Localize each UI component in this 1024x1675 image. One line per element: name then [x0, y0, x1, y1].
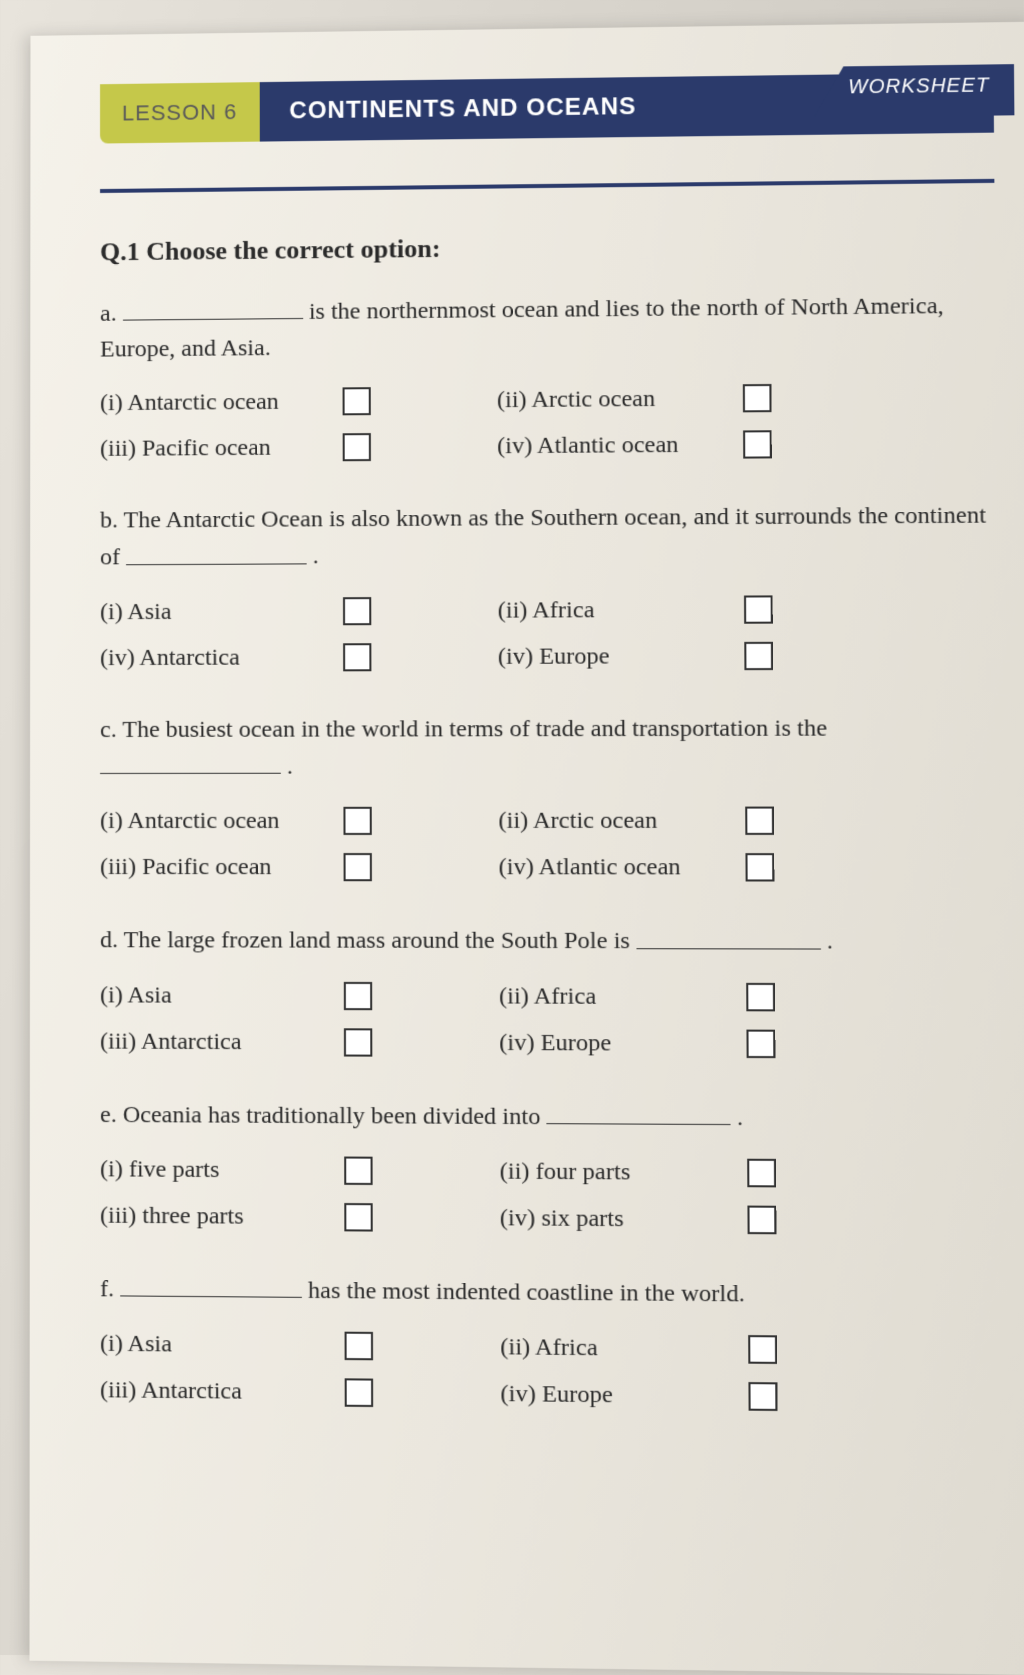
option: (ii) Arctic ocean: [497, 380, 869, 419]
text-before: d. The large frozen land mass around the…: [100, 928, 636, 955]
option: (iii) Antarctica: [100, 1372, 470, 1412]
checkbox[interactable]: [345, 1332, 373, 1361]
checkbox[interactable]: [343, 433, 371, 461]
option: (iv) Europe: [500, 1376, 875, 1416]
option: (iii) Pacific ocean: [100, 429, 467, 467]
question-text: e. Oceania has traditionally been divide…: [100, 1095, 1002, 1137]
checkbox[interactable]: [745, 807, 774, 835]
option: (ii) four parts: [500, 1153, 874, 1192]
text-after: .: [827, 929, 833, 955]
checkbox[interactable]: [746, 1029, 775, 1058]
blank-field[interactable]: [126, 538, 307, 565]
checkbox[interactable]: [743, 431, 772, 459]
header-underline: [100, 179, 994, 193]
option: (iii) three parts: [100, 1197, 469, 1236]
checkbox[interactable]: [747, 1206, 776, 1235]
question-text: d. The large frozen land mass around the…: [100, 921, 1000, 960]
sub-question-a: a. is the northernmost ocean and lies to…: [100, 286, 997, 467]
text-after: .: [287, 754, 293, 780]
text-before: e. Oceania has traditionally been divide…: [100, 1102, 547, 1130]
option: (i) five parts: [100, 1151, 469, 1189]
checkbox[interactable]: [744, 595, 773, 623]
blank-field[interactable]: [123, 293, 303, 321]
checkbox[interactable]: [746, 982, 775, 1011]
checkbox[interactable]: [344, 1156, 372, 1184]
checkbox[interactable]: [344, 1028, 372, 1056]
question-text: f. has the most indented coastline in th…: [100, 1270, 1003, 1315]
checkbox[interactable]: [343, 807, 371, 835]
question-text: b. The Antarctic Ocean is also known as …: [100, 498, 997, 576]
sub-question-c: c. The busiest ocean in the world in ter…: [100, 710, 1000, 886]
checkbox[interactable]: [748, 1382, 777, 1411]
text-after: .: [737, 1105, 743, 1131]
text-after: .: [313, 544, 319, 570]
checkbox[interactable]: [747, 1159, 776, 1188]
option: (i) Asia: [100, 592, 467, 629]
option: (iv) Atlantic ocean: [499, 849, 872, 886]
option: (ii) Africa: [499, 978, 873, 1015]
options-grid: (i) Asia (ii) Africa (iii) Antarctica (i…: [100, 1326, 876, 1416]
prefix: f.: [100, 1276, 114, 1302]
checkbox[interactable]: [344, 981, 372, 1009]
option: (i) Asia: [100, 1326, 470, 1366]
sub-question-d: d. The large frozen land mass around the…: [100, 921, 1001, 1062]
checkbox[interactable]: [344, 1203, 372, 1232]
checkbox[interactable]: [344, 853, 372, 881]
option: (i) Asia: [100, 977, 469, 1014]
blank-field[interactable]: [636, 922, 821, 949]
options-grid: (i) Antarctic ocean (ii) Arctic ocean (i…: [100, 380, 869, 468]
option: (iv) Atlantic ocean: [497, 426, 869, 465]
question-text: c. The busiest ocean in the world in ter…: [100, 710, 999, 785]
text-after: has the most indented coastline in the w…: [308, 1278, 745, 1308]
blank-field[interactable]: [546, 1097, 730, 1125]
worksheet-page: LESSON 6 CONTINENTS AND OCEANS WORKSHEET…: [30, 22, 1024, 1675]
checkbox[interactable]: [748, 1335, 777, 1364]
question-text: a. is the northernmost ocean and lies to…: [100, 286, 996, 367]
option: (iv) Europe: [498, 637, 871, 674]
checkbox[interactable]: [743, 384, 772, 412]
options-grid: (i) five parts (ii) four parts (iii) thr…: [100, 1151, 874, 1239]
option: (ii) Arctic ocean: [498, 803, 871, 840]
blank-field[interactable]: [120, 1270, 302, 1298]
option: (ii) Africa: [500, 1329, 875, 1369]
option: (iv) Europe: [499, 1024, 873, 1062]
checkbox[interactable]: [343, 643, 371, 671]
checkbox[interactable]: [745, 853, 774, 881]
options-grid: (i) Asia (ii) Africa (iv) Antarctica (iv…: [100, 591, 871, 676]
lesson-tab: LESSON 6: [100, 82, 259, 143]
checkbox[interactable]: [343, 597, 371, 625]
sub-question-f: f. has the most indented coastline in th…: [100, 1270, 1004, 1418]
worksheet-tab: WORKSHEET: [813, 64, 1014, 118]
option: (i) Antarctic ocean: [100, 803, 468, 839]
sub-question-b: b. The Antarctic Ocean is also known as …: [100, 498, 998, 676]
blank-field[interactable]: [100, 747, 281, 774]
option: (iv) six parts: [500, 1200, 875, 1239]
prefix: a.: [100, 301, 117, 327]
content-area: Q.1 Choose the correct option: a. is the…: [100, 223, 1004, 1418]
checkbox[interactable]: [744, 642, 773, 670]
sub-question-e: e. Oceania has traditionally been divide…: [100, 1095, 1003, 1239]
checkbox[interactable]: [343, 388, 371, 416]
options-grid: (i) Asia (ii) Africa (iii) Antarctica (i…: [100, 977, 873, 1062]
question-heading: Q.1 Choose the correct option:: [100, 223, 995, 271]
header-bar: LESSON 6 CONTINENTS AND OCEANS WORKSHEET: [100, 72, 994, 143]
checkbox[interactable]: [345, 1379, 374, 1408]
option: (ii) Africa: [498, 591, 871, 629]
option: (iii) Antarctica: [100, 1023, 469, 1061]
option: (iii) Pacific ocean: [100, 849, 468, 885]
option: (iv) Antarctica: [100, 639, 467, 676]
options-grid: (i) Antarctic ocean (ii) Arctic ocean (i…: [100, 803, 872, 886]
text-before: c. The busiest ocean in the world in ter…: [100, 715, 827, 743]
option: (i) Antarctic ocean: [100, 383, 467, 422]
